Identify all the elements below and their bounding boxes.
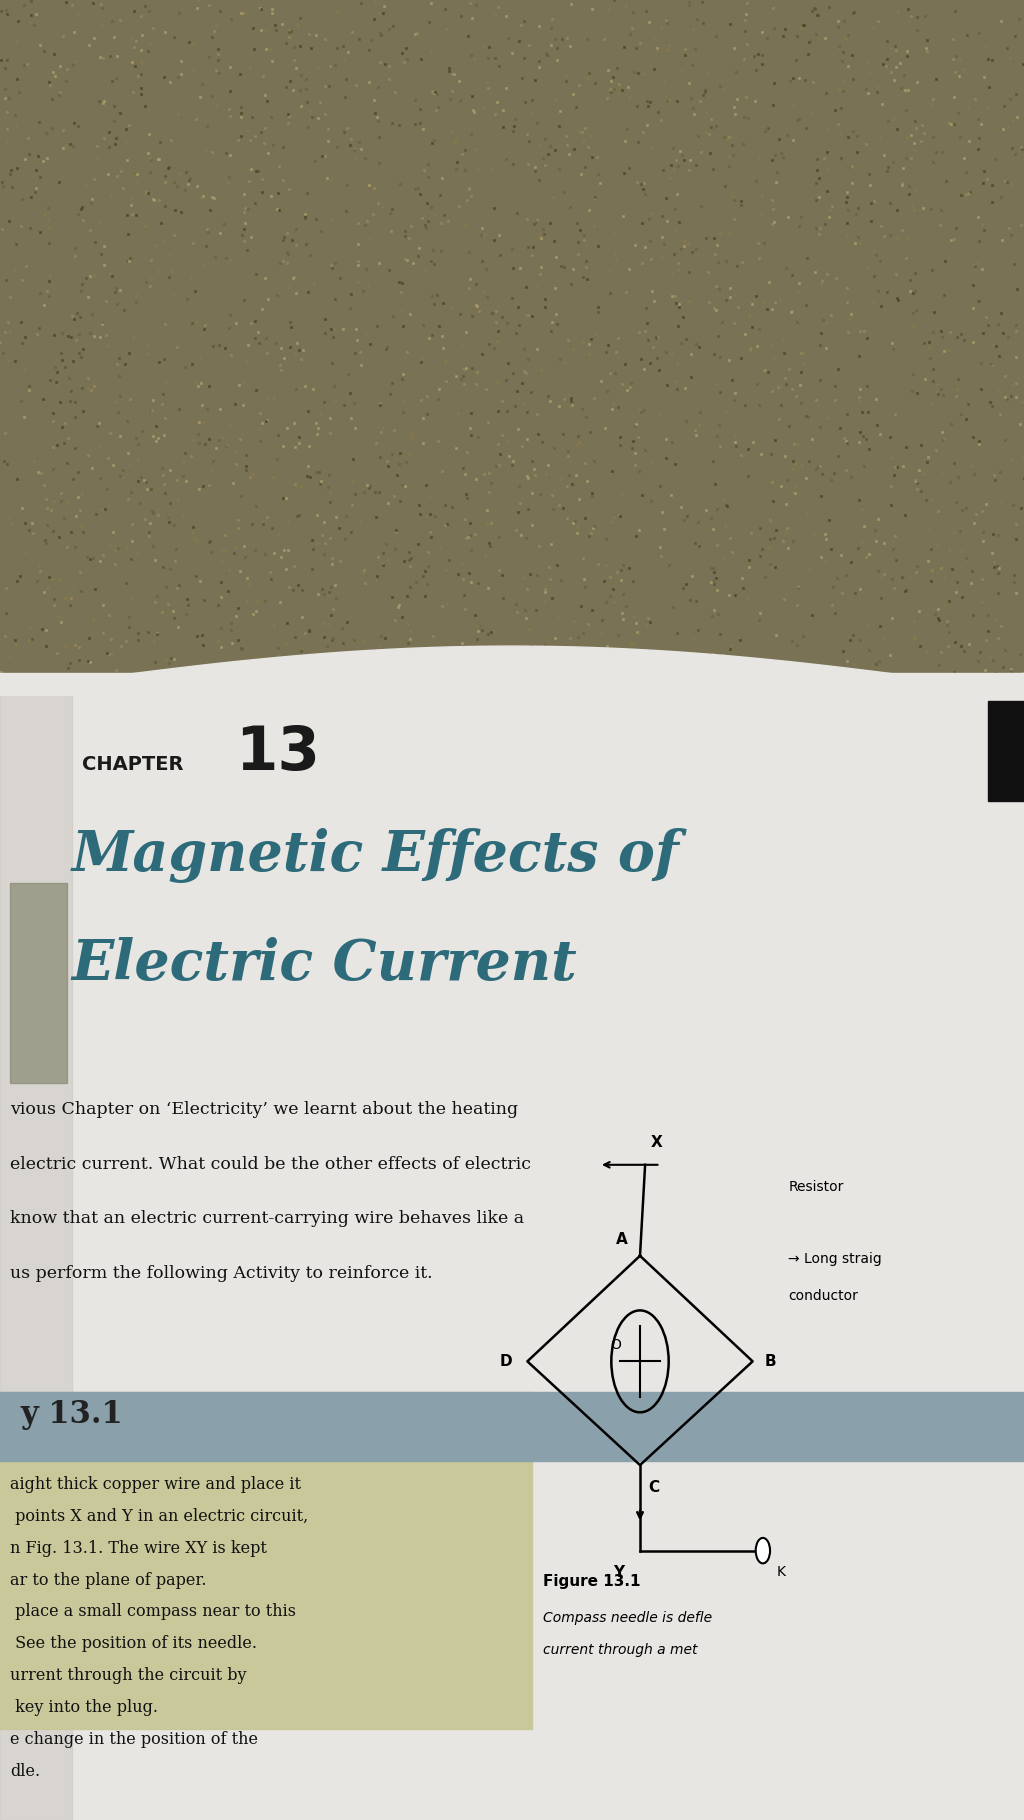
Text: e change in the position of the: e change in the position of the xyxy=(10,1731,258,1747)
Text: current through a met: current through a met xyxy=(543,1643,697,1658)
Text: O: O xyxy=(610,1338,622,1352)
Bar xyxy=(0,0,1024,692)
Text: us perform the following Activity to reinforce it.: us perform the following Activity to rei… xyxy=(10,1265,433,1281)
Text: A: A xyxy=(615,1232,628,1247)
Polygon shape xyxy=(0,646,1024,695)
Text: urrent through the circuit by: urrent through the circuit by xyxy=(10,1667,247,1684)
Text: CHAPTER: CHAPTER xyxy=(82,755,183,774)
Text: Y: Y xyxy=(613,1565,625,1580)
Text: know that an electric current-carrying wire behaves like a: know that an electric current-carrying w… xyxy=(10,1210,524,1227)
Text: dle.: dle. xyxy=(10,1762,40,1780)
Text: → Long straig: → Long straig xyxy=(788,1252,883,1267)
Circle shape xyxy=(756,1538,770,1563)
Text: points X and Y in an electric circuit,: points X and Y in an electric circuit, xyxy=(10,1507,308,1525)
Text: C: C xyxy=(648,1480,659,1494)
Text: B: B xyxy=(765,1354,776,1369)
Text: y 13.1: y 13.1 xyxy=(20,1400,123,1431)
Text: K: K xyxy=(776,1565,785,1580)
Bar xyxy=(988,701,1024,801)
Text: conductor: conductor xyxy=(788,1289,858,1303)
Text: Figure 13.1: Figure 13.1 xyxy=(543,1574,640,1589)
Text: Resistor: Resistor xyxy=(788,1179,844,1194)
Bar xyxy=(10,883,67,1083)
Text: vious Chapter on ‘Electricity’ we learnt about the heating: vious Chapter on ‘Electricity’ we learnt… xyxy=(10,1101,518,1117)
Text: X: X xyxy=(650,1136,662,1150)
Bar xyxy=(0,692,72,1820)
Text: ar to the plane of paper.: ar to the plane of paper. xyxy=(10,1572,207,1589)
Bar xyxy=(0,673,1024,1820)
Text: Magnetic Effects of: Magnetic Effects of xyxy=(72,828,680,883)
Bar xyxy=(0,1392,1024,1461)
Text: key into the plug.: key into the plug. xyxy=(10,1700,159,1716)
Text: D: D xyxy=(500,1354,512,1369)
Text: place a small compass near to this: place a small compass near to this xyxy=(10,1603,296,1620)
Bar xyxy=(0,1392,532,1729)
Text: aight thick copper wire and place it: aight thick copper wire and place it xyxy=(10,1476,301,1492)
Text: See the position of its needle.: See the position of its needle. xyxy=(10,1636,257,1653)
Text: Compass needle is defle: Compass needle is defle xyxy=(543,1611,712,1625)
Text: 13: 13 xyxy=(236,724,321,783)
Text: electric current. What could be the other effects of electric: electric current. What could be the othe… xyxy=(10,1156,531,1172)
Text: n Fig. 13.1. The wire XY is kept: n Fig. 13.1. The wire XY is kept xyxy=(10,1540,267,1556)
Text: Electric Current: Electric Current xyxy=(72,937,578,992)
